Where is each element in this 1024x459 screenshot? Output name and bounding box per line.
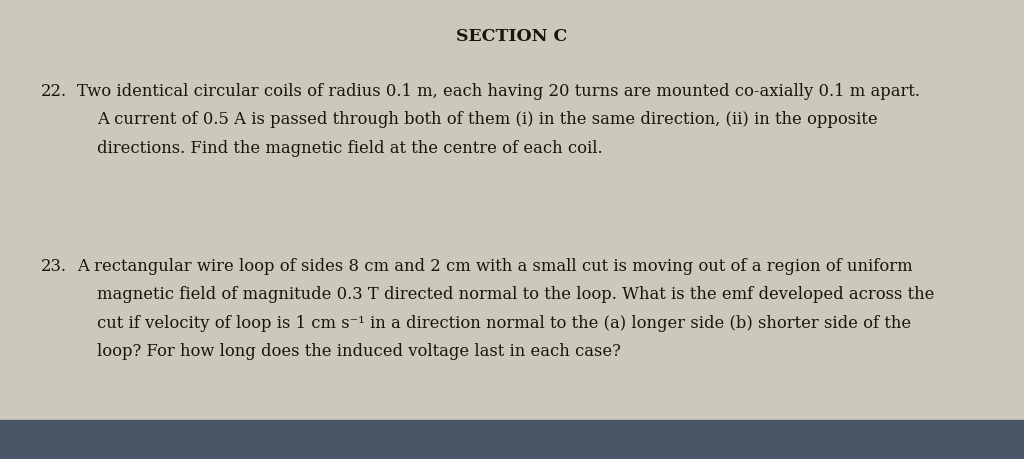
Text: SECTION C: SECTION C xyxy=(457,28,567,45)
Text: 23.: 23. xyxy=(41,257,67,274)
FancyBboxPatch shape xyxy=(0,420,1024,459)
Text: Two identical circular coils of radius 0.1 m, each having 20 turns are mounted c: Two identical circular coils of radius 0… xyxy=(77,83,920,100)
Text: 22.: 22. xyxy=(41,83,68,100)
Text: loop? For how long does the induced voltage last in each case?: loop? For how long does the induced volt… xyxy=(97,342,622,359)
Text: directions. Find the magnetic field at the centre of each coil.: directions. Find the magnetic field at t… xyxy=(97,140,603,157)
Text: A current of 0.5 A is passed through both of them (i) in the same direction, (ii: A current of 0.5 A is passed through bot… xyxy=(97,111,878,128)
Text: cut if velocity of loop is 1 cm s⁻¹ in a direction normal to the (a) longer side: cut if velocity of loop is 1 cm s⁻¹ in a… xyxy=(97,314,911,331)
Text: magnetic field of magnitude 0.3 T directed normal to the loop. What is the emf d: magnetic field of magnitude 0.3 T direct… xyxy=(97,285,935,302)
Text: A rectangular wire loop of sides 8 cm and 2 cm with a small cut is moving out of: A rectangular wire loop of sides 8 cm an… xyxy=(77,257,912,274)
